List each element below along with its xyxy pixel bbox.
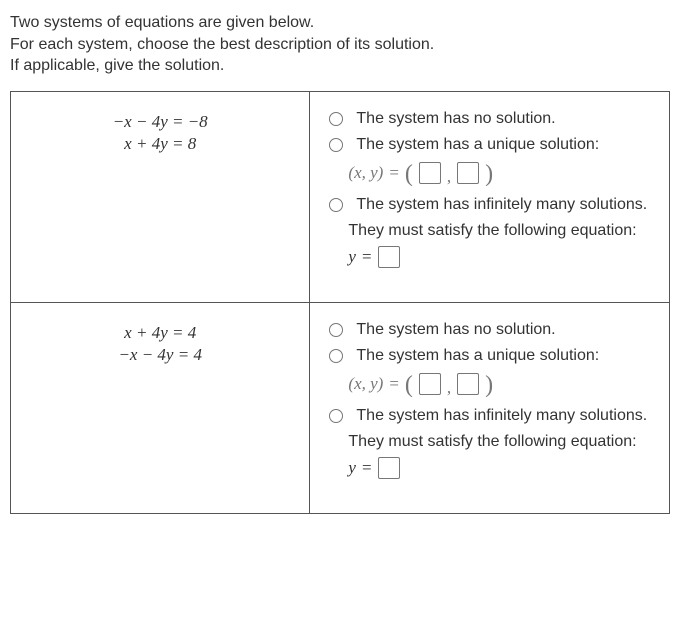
comma-icon: , [447,167,451,187]
radio-unique-solution[interactable] [329,349,343,363]
radio-infinite-solutions[interactable] [329,198,343,212]
systems-table: −x − 4y = −8 x + 4y = 8 The system has n… [10,91,670,514]
infinite-equation-input: y = [348,457,655,479]
instruction-line-1: Two systems of equations are given below… [10,12,674,34]
equals-sign: = [389,374,399,394]
equals-sign: = [389,163,399,183]
equals-sign: = [362,458,372,478]
x-value-input[interactable] [419,373,441,395]
table-row: −x − 4y = −8 x + 4y = 8 The system has n… [11,91,670,302]
y-label: y [348,458,356,478]
left-paren-icon: ( [405,374,413,396]
instructions: Two systems of equations are given below… [10,12,674,77]
infinite-follow-text: They must satisfy the following equation… [348,433,655,451]
y-value-input[interactable] [457,373,479,395]
unique-solution-input: (x, y) = ( , ) [348,373,655,395]
equation-line: −x − 4y = −8 [25,112,295,132]
radio-unique-solution[interactable] [329,138,343,152]
radio-no-solution[interactable] [329,323,343,337]
right-paren-icon: ) [485,163,493,185]
table-row: x + 4y = 4 −x − 4y = 4 The system has no… [11,302,670,513]
option-label: The system has a unique solution: [356,136,655,154]
option-label: The system has no solution. [356,110,655,128]
x-value-input[interactable] [419,162,441,184]
equation-line: x + 4y = 8 [25,134,295,154]
right-paren-icon: ) [485,374,493,396]
xy-label: (x, y) [348,163,383,183]
equation-line: x + 4y = 4 [25,323,295,343]
y-label: y [348,247,356,267]
option-label: The system has infinitely many solutions… [356,196,655,214]
infinite-follow-text: They must satisfy the following equation… [348,222,655,240]
equation-line: −x − 4y = 4 [25,345,295,365]
y-value-input[interactable] [457,162,479,184]
y-equation-input[interactable] [378,246,400,268]
y-equation-input[interactable] [378,457,400,479]
system-1-equations: −x − 4y = −8 x + 4y = 8 [11,91,310,302]
instruction-line-2: For each system, choose the best descrip… [10,34,674,56]
radio-infinite-solutions[interactable] [329,409,343,423]
system-2-equations: x + 4y = 4 −x − 4y = 4 [11,302,310,513]
instruction-line-3: If applicable, give the solution. [10,55,674,77]
infinite-equation-input: y = [348,246,655,268]
unique-solution-input: (x, y) = ( , ) [348,162,655,184]
equals-sign: = [362,247,372,267]
radio-no-solution[interactable] [329,112,343,126]
option-label: The system has no solution. [356,321,655,339]
option-label: The system has infinitely many solutions… [356,407,655,425]
comma-icon: , [447,378,451,398]
left-paren-icon: ( [405,163,413,185]
xy-label: (x, y) [348,374,383,394]
system-2-options: The system has no solution. The system h… [310,302,670,513]
system-1-options: The system has no solution. The system h… [310,91,670,302]
option-label: The system has a unique solution: [356,347,655,365]
